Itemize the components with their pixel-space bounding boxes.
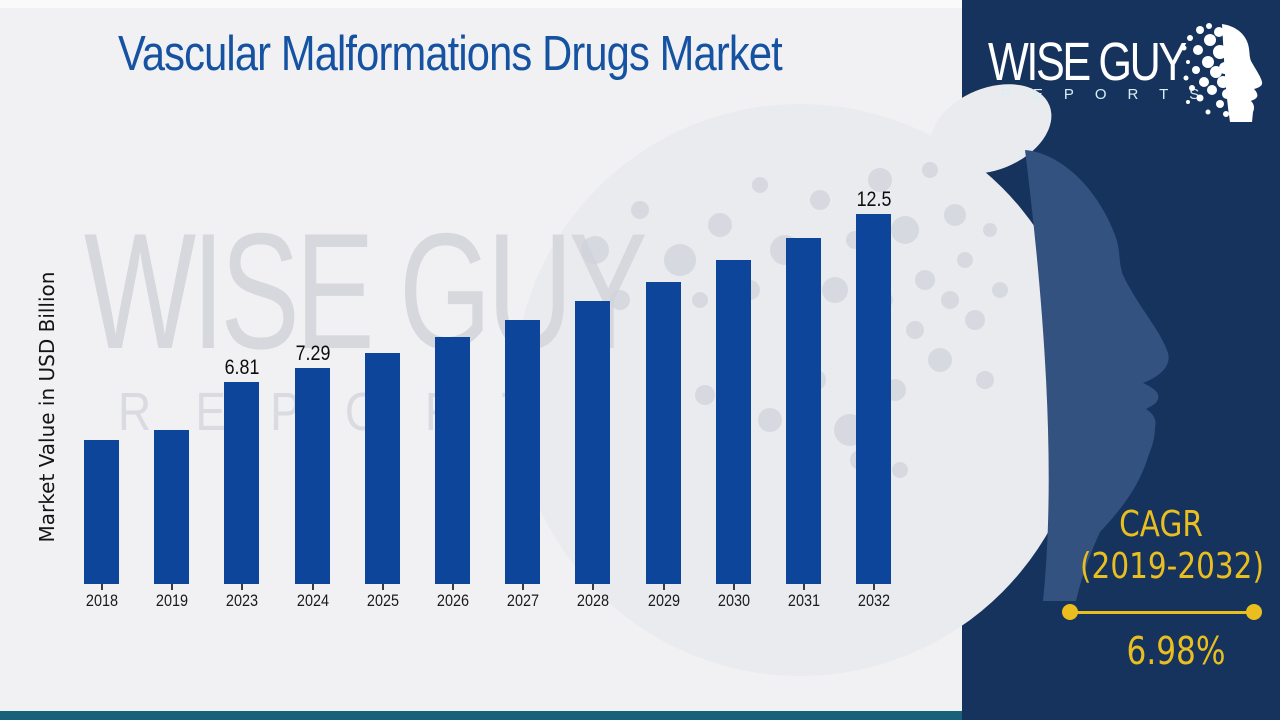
- x-axis-label-2032: 2032: [857, 591, 890, 610]
- x-axis-label-2028: 2028: [576, 591, 609, 610]
- cagr-underline: [1070, 611, 1254, 614]
- bar-value-label-2032: 12.5: [856, 188, 891, 211]
- x-axis-tick: [802, 584, 805, 590]
- x-axis-label-2018: 2018: [85, 591, 118, 610]
- x-axis-label-2029: 2029: [647, 591, 680, 610]
- bar-value-label-2024: 7.29: [295, 342, 330, 365]
- brand-logo-wordmark: WISE GUY: [988, 32, 1187, 92]
- top-strip: [0, 0, 962, 8]
- cagr-label: CAGR: [1119, 504, 1203, 545]
- x-axis-tick: [591, 584, 594, 590]
- brand-face-profile-dots-icon: [1181, 23, 1263, 122]
- x-axis-tick: [311, 584, 314, 590]
- x-axis-tick: [100, 584, 103, 590]
- y-axis-label: Market Value in USD Billion: [35, 271, 59, 543]
- cagr-value: 6.98%: [1126, 629, 1226, 673]
- x-axis-tick: [732, 584, 735, 590]
- x-axis-label-2024: 2024: [296, 591, 329, 610]
- bar-2024: [295, 368, 330, 584]
- x-axis-tick: [170, 584, 173, 590]
- bar-value-label-2023: 6.81: [224, 356, 259, 379]
- bar-2029: [646, 282, 681, 584]
- cagr-underline-right-dot: [1246, 604, 1262, 620]
- bar-2019: [154, 430, 189, 584]
- x-axis-tick: [381, 584, 384, 590]
- x-axis-tick: [872, 584, 875, 590]
- x-axis-label-2030: 2030: [717, 591, 750, 610]
- cagr-underline-left-dot: [1062, 604, 1078, 620]
- cagr-range: (2019-2032): [1080, 546, 1264, 587]
- x-axis-label-2019: 2019: [155, 591, 188, 610]
- x-axis-tick: [662, 584, 665, 590]
- x-axis-tick: [451, 584, 454, 590]
- bar-2026: [435, 337, 470, 584]
- bar-2028: [575, 301, 610, 584]
- x-axis-label-2026: 2026: [436, 591, 469, 610]
- bottom-teal-strip: [0, 711, 962, 720]
- bar-2031: [786, 238, 821, 584]
- page-title: Vascular Malformations Drugs Market: [118, 27, 783, 81]
- brand-logo-subtext: REPORTS: [1001, 86, 1221, 103]
- x-axis-tick: [521, 584, 524, 590]
- x-axis-label-2031: 2031: [787, 591, 820, 610]
- x-axis-label-2023: 2023: [225, 591, 258, 610]
- bar-2018: [84, 440, 119, 584]
- x-axis-label-2025: 2025: [366, 591, 399, 610]
- bar-2030: [716, 260, 751, 584]
- x-axis-label-2027: 2027: [506, 591, 539, 610]
- bar-2032: [856, 214, 891, 584]
- bar-2023: [224, 382, 259, 584]
- x-axis-tick: [240, 584, 243, 590]
- bar-2027: [505, 320, 540, 584]
- face-silhouette-icon: [1025, 150, 1169, 601]
- bar-2025: [365, 353, 400, 584]
